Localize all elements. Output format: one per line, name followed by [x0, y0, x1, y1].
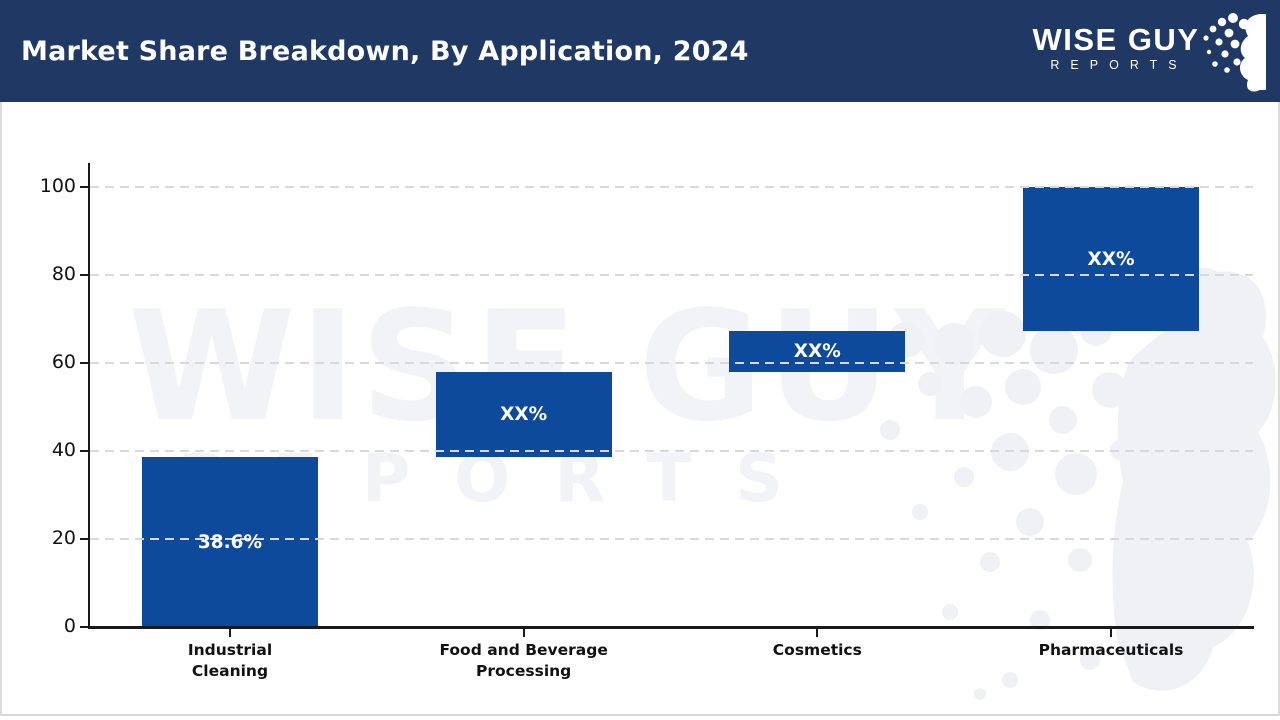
y-axis-tick	[80, 274, 88, 276]
brand-name: WISE GUY	[1032, 22, 1200, 57]
y-axis-tick	[80, 538, 88, 540]
gridline-100	[90, 186, 1253, 188]
bar-2	[435, 371, 612, 458]
y-axis-line	[88, 163, 90, 627]
y-axis-tick	[80, 450, 88, 452]
brand-subname: REPORTS	[1050, 58, 1188, 72]
header-bar: Market Share Breakdown, By Application, …	[0, 0, 1280, 102]
y-axis-tick-label: 60	[51, 351, 76, 373]
gridline-40	[90, 450, 1253, 452]
y-axis-tick	[80, 186, 88, 188]
y-axis-tick-label: 100	[39, 175, 76, 197]
bar-value-label: XX%	[793, 341, 841, 363]
y-axis-tick	[80, 626, 88, 628]
chart-title: Market Share Breakdown, By Application, …	[21, 36, 749, 67]
x-axis-tick	[1110, 629, 1112, 637]
x-axis-tick-label: Food and Beverage Processing	[439, 641, 608, 680]
y-axis-tick-label: 40	[51, 439, 76, 461]
gridline-80	[90, 274, 1253, 276]
bar-1	[142, 457, 318, 627]
gridline-60	[90, 362, 1253, 364]
brand-logo: WISE GUY REPORTS	[1030, 10, 1268, 94]
watermark-face-dots	[858, 261, 1276, 700]
x-axis-tick	[816, 629, 819, 637]
x-axis-line	[88, 626, 1254, 629]
x-axis-tick-label: Cosmetics	[772, 641, 862, 659]
x-axis-tick	[229, 629, 231, 637]
x-axis-tick-label: Industrial Cleaning	[187, 641, 273, 680]
bar-4	[1023, 187, 1199, 332]
gridline-20	[90, 538, 1253, 540]
bar-value-label: 38.6%	[197, 531, 263, 553]
brand-logo-text: WISE GUY REPORTS	[1030, 22, 1202, 73]
brand-face-icon	[1203, 13, 1266, 92]
bar-value-label: XX%	[500, 403, 548, 425]
y-axis-tick-label: 0	[63, 615, 76, 637]
bar-3	[729, 331, 906, 372]
x-axis-tick	[522, 629, 525, 637]
y-axis-tick-label: 20	[51, 527, 76, 549]
bar-value-label: XX%	[1087, 248, 1135, 270]
x-axis-tick-label: Pharmaceuticals	[1038, 641, 1184, 659]
y-axis-tick-label: 80	[51, 263, 76, 285]
y-axis-tick	[80, 362, 88, 364]
